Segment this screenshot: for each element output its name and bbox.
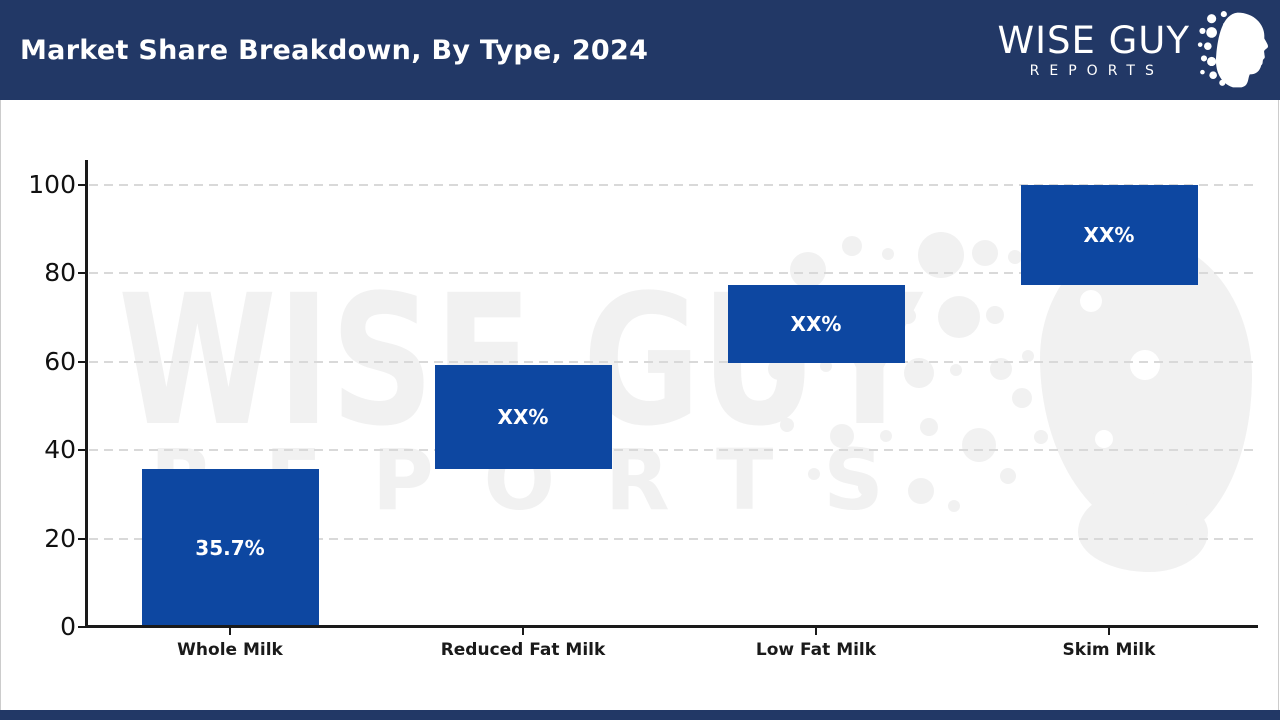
y-axis-tick-label: 20 (44, 523, 76, 553)
x-axis-category-label: Skim Milk (1062, 640, 1156, 660)
y-axis-tick-label: 0 (60, 612, 76, 641)
footer-bar (0, 710, 1280, 720)
x-axis-tick (229, 628, 231, 635)
x-axis-tick (815, 628, 817, 635)
bar-value-label: XX% (1083, 222, 1135, 247)
bar-value-label: XX% (790, 311, 842, 336)
y-axis-line (85, 160, 88, 628)
y-axis-tick (78, 360, 86, 363)
y-axis-tick-label: 40 (44, 435, 76, 464)
x-axis-tick (1108, 628, 1110, 635)
x-axis-line (85, 625, 1258, 628)
bar-low-fat-milk: XX% (727, 284, 905, 363)
y-axis-tick (78, 537, 86, 540)
logo-wiseguy-label: WISE GUY (997, 19, 1190, 62)
x-axis-category-label: Whole Milk (177, 640, 283, 660)
gridline-20 (89, 537, 1258, 540)
logo-text: WISE GUY REPORTS (997, 19, 1190, 80)
gridline-100 (89, 183, 1258, 186)
left-border (0, 100, 1, 710)
y-axis-tick (78, 449, 86, 451)
y-axis-tick (78, 183, 86, 186)
bar-whole-milk: 35.7% (141, 469, 319, 627)
y-axis-tick (78, 272, 86, 274)
x-axis-category-label: Reduced Fat Milk (440, 640, 606, 660)
y-axis-tick-label: 60 (44, 346, 76, 376)
y-axis-tick (78, 626, 86, 628)
y-axis-tick-label: 80 (44, 258, 76, 287)
wiseguy-head-icon (1197, 11, 1269, 88)
x-axis-category-label: Low Fat Milk (755, 640, 877, 660)
wise-guy-reports-logo: WISE GUY REPORTS (998, 8, 1272, 92)
gridline-60 (89, 360, 1258, 363)
logo-reports-label: REPORTS (1029, 63, 1164, 79)
gridline-40 (89, 449, 1258, 451)
bar-value-label: 35.7% (195, 536, 265, 560)
gridline-80 (89, 272, 1258, 274)
right-border (1278, 100, 1279, 710)
bar-reduced-fat-milk: XX% (434, 364, 612, 470)
header-bar: Market Share Breakdown, By Type, 2024 WI… (0, 0, 1280, 100)
page-title: Market Share Breakdown, By Type, 2024 (20, 34, 649, 66)
bar-value-label: XX% (497, 404, 549, 429)
y-axis-tick-label: 100 (28, 169, 76, 199)
x-axis-tick (522, 628, 524, 635)
bar-skim-milk: XX% (1020, 184, 1198, 286)
